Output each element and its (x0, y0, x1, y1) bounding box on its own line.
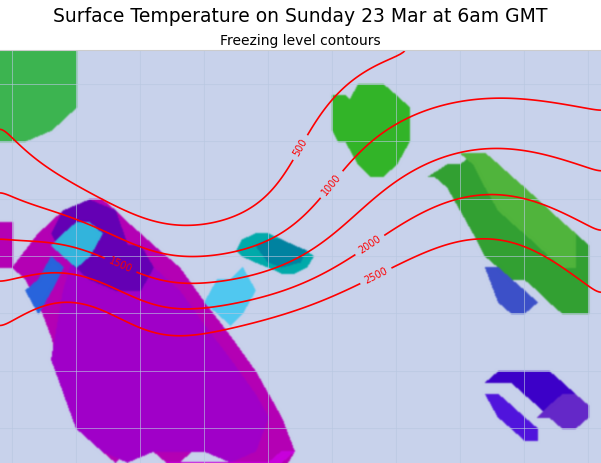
Text: Surface Temperature on Sunday 23 Mar at 6am GMT: Surface Temperature on Sunday 23 Mar at … (53, 6, 548, 25)
Text: 2500: 2500 (362, 266, 389, 286)
Text: 1000: 1000 (320, 172, 343, 197)
Text: 2000: 2000 (357, 234, 383, 256)
Text: Freezing level contours: Freezing level contours (220, 34, 381, 48)
Text: 1500: 1500 (108, 256, 134, 275)
Text: 500: 500 (291, 137, 310, 158)
